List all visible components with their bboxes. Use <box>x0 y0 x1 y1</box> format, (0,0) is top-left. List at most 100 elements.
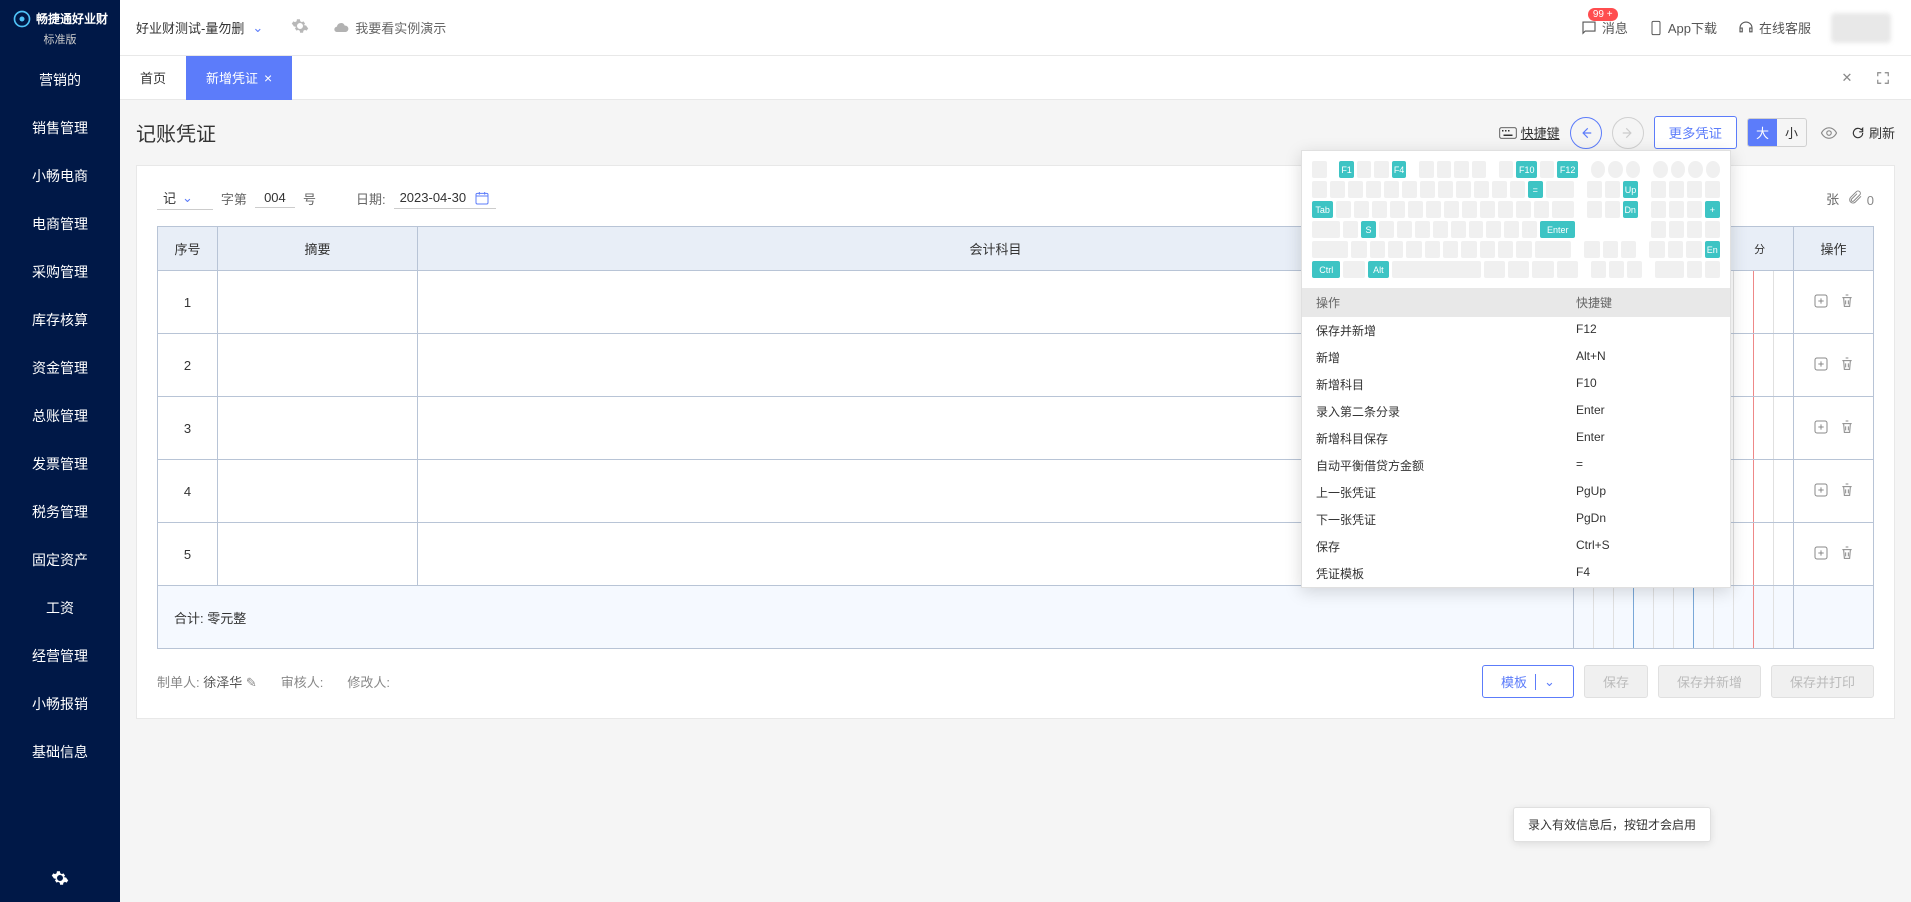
kb-plus: + <box>1705 201 1720 218</box>
fullscreen-button[interactable] <box>1871 66 1895 90</box>
add-row-button[interactable] <box>1812 545 1830 563</box>
save-print-button[interactable]: 保存并打印 <box>1771 665 1874 698</box>
delete-row-button[interactable] <box>1838 293 1856 311</box>
cell-summary[interactable] <box>218 334 418 397</box>
sidebar-item[interactable]: 固定资产 <box>0 536 120 584</box>
company-selector[interactable]: 好业财测试-量勿删 ⌄ <box>120 18 279 37</box>
sidebar-item[interactable]: 工资 <box>0 584 120 632</box>
add-row-button[interactable] <box>1812 482 1830 500</box>
top-header: 畅捷通好业财 标准版 好业财测试-量勿删 ⌄ 我要看实例演示 99 + 消息 A… <box>0 0 1911 56</box>
refresh-button[interactable]: 刷新 <box>1851 123 1895 142</box>
cell-seq: 1 <box>158 271 218 334</box>
add-row-button[interactable] <box>1812 293 1830 311</box>
sidebar-item[interactable]: 电商管理 <box>0 200 120 248</box>
sidebar-item[interactable]: 小畅电商 <box>0 152 120 200</box>
sidebar-item[interactable]: 库存核算 <box>0 296 120 344</box>
sidebar-item[interactable]: 税务管理 <box>0 488 120 536</box>
sidebar-item[interactable]: 基础信息 <box>0 728 120 776</box>
add-row-button[interactable] <box>1812 419 1830 437</box>
company-name: 好业财测试-量勿删 <box>136 18 244 37</box>
delete-row-button[interactable] <box>1838 356 1856 374</box>
size-small[interactable]: 小 <box>1777 119 1806 146</box>
cell-summary[interactable] <box>218 397 418 460</box>
gear-icon <box>51 869 69 887</box>
keyboard-icon <box>1499 126 1517 140</box>
cell-summary[interactable] <box>218 523 418 586</box>
shortcut-key: PgUp <box>1576 484 1716 501</box>
save-button[interactable]: 保存 <box>1584 665 1648 698</box>
cell-seq: 4 <box>158 460 218 523</box>
total-label: 合计: 零元整 <box>158 586 1574 649</box>
demo-link[interactable]: 我要看实例演示 <box>321 18 458 37</box>
creator-label: 制单人: <box>157 675 200 690</box>
voucher-type-select[interactable]: 记 ⌄ <box>157 186 213 210</box>
gear-icon <box>291 17 309 35</box>
settings-button[interactable] <box>279 17 321 38</box>
shortcut-toggle[interactable]: 快捷键 <box>1499 123 1560 142</box>
delete-row-button[interactable] <box>1838 419 1856 437</box>
shortcut-key: Enter <box>1576 403 1716 420</box>
more-vouchers-button[interactable]: 更多凭证 <box>1654 116 1737 149</box>
attachment-button[interactable]: 0 <box>1847 189 1874 208</box>
sidebar-item[interactable]: 总账管理 <box>0 392 120 440</box>
sidebar-settings[interactable] <box>0 857 120 902</box>
sidebar-item[interactable]: 小畅报销 <box>0 680 120 728</box>
refresh-label: 刷新 <box>1869 123 1895 142</box>
cell-ops <box>1794 397 1874 460</box>
digit-label: 分 <box>1734 241 1785 257</box>
user-avatar[interactable] <box>1831 13 1891 43</box>
cell-summary[interactable] <box>218 271 418 334</box>
close-icon[interactable]: × <box>264 70 272 86</box>
chat-icon <box>1580 19 1598 37</box>
sidebar-item[interactable]: 营销的 <box>0 56 120 104</box>
delete-row-button[interactable] <box>1838 482 1856 500</box>
sidebar-item[interactable]: 资金管理 <box>0 344 120 392</box>
close-all-button[interactable]: ✕ <box>1835 66 1859 90</box>
edit-creator-button[interactable]: ✎ <box>246 675 257 690</box>
chevron-down-icon: ⌄ <box>1535 674 1555 690</box>
voucher-number-input[interactable]: 004 <box>255 188 295 208</box>
shortcut-row: 新增科目保存Enter <box>1302 425 1730 452</box>
kb-eq: = <box>1528 181 1543 198</box>
cell-ops <box>1794 460 1874 523</box>
shortcut-row: 凭证模板F4 <box>1302 560 1730 587</box>
template-button[interactable]: 模板 ⌄ <box>1482 665 1574 698</box>
shortcut-action: 保存并新增 <box>1316 322 1576 339</box>
shortcut-action: 保存 <box>1316 538 1576 555</box>
demo-text: 我要看实例演示 <box>355 18 446 37</box>
messages-button[interactable]: 99 + 消息 <box>1580 18 1628 37</box>
chevron-down-icon: ⌄ <box>252 20 263 36</box>
prev-voucher-button[interactable] <box>1570 117 1602 149</box>
keyboard-visual: F1F4 F10F12 = Up <box>1302 151 1730 288</box>
sheet-label: 张 <box>1826 189 1839 208</box>
sidebar-item[interactable]: 采购管理 <box>0 248 120 296</box>
save-new-button[interactable]: 保存并新增 <box>1658 665 1761 698</box>
kb-ctrl: Ctrl <box>1312 261 1340 278</box>
kb-dn: Dn <box>1623 201 1638 218</box>
shortcut-key: F12 <box>1576 322 1716 339</box>
app-download-button[interactable]: App下载 <box>1648 18 1717 37</box>
tab-new-voucher[interactable]: 新增凭证 × <box>186 56 292 100</box>
kb-alt: Alt <box>1368 261 1389 278</box>
arrow-right-icon <box>1621 126 1635 140</box>
modifier-label: 修改人: <box>347 675 390 690</box>
tab-home[interactable]: 首页 <box>120 56 186 100</box>
next-voucher-button[interactable] <box>1612 117 1644 149</box>
cell-summary[interactable] <box>218 460 418 523</box>
sidebar-item[interactable]: 发票管理 <box>0 440 120 488</box>
shortcut-key: Enter <box>1576 430 1716 447</box>
date-input[interactable]: 2023-04-30 <box>394 188 497 209</box>
size-large[interactable]: 大 <box>1748 119 1777 146</box>
delete-row-button[interactable] <box>1838 545 1856 563</box>
add-row-button[interactable] <box>1812 356 1830 374</box>
sidebar-item[interactable]: 销售管理 <box>0 104 120 152</box>
phone-icon <box>1648 19 1664 37</box>
page-header: 记账凭证 快捷键 更多凭证 大 小 <box>136 116 1895 149</box>
date-label: 日期: <box>356 189 386 208</box>
view-button[interactable] <box>1817 121 1841 145</box>
date-value: 2023-04-30 <box>400 190 467 205</box>
sidebar-item[interactable]: 经营管理 <box>0 632 120 680</box>
shortcut-action: 录入第二条分录 <box>1316 403 1576 420</box>
brand-logo-icon <box>12 9 32 29</box>
customer-service-button[interactable]: 在线客服 <box>1737 18 1811 37</box>
